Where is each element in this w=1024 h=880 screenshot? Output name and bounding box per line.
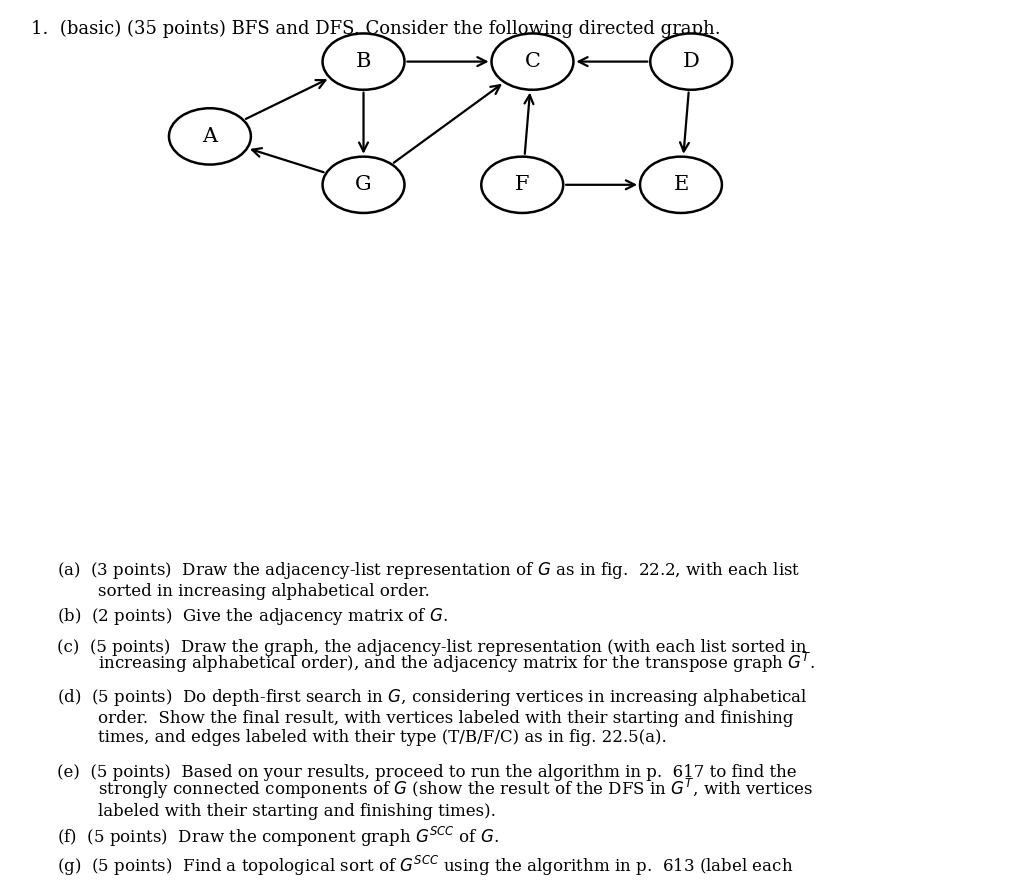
Text: (c)  (5 points)  Draw the graph, the adjacency-list representation (with each li: (c) (5 points) Draw the graph, the adjac… [57, 639, 807, 656]
Text: E: E [674, 175, 688, 194]
Ellipse shape [481, 157, 563, 213]
Text: F: F [515, 175, 529, 194]
Text: sorted in increasing alphabetical order.: sorted in increasing alphabetical order. [98, 583, 430, 600]
Text: labeled with their starting and finishing times).: labeled with their starting and finishin… [98, 803, 497, 820]
Text: (f)  (5 points)  Draw the component graph $G^{SCC}$ of $G$.: (f) (5 points) Draw the component graph … [57, 825, 500, 849]
Text: (a)  (3 points)  Draw the adjacency-list representation of $G$ as in fig.  22.2,: (a) (3 points) Draw the adjacency-list r… [57, 560, 801, 581]
Ellipse shape [492, 33, 573, 90]
Ellipse shape [650, 33, 732, 90]
Text: (d)  (5 points)  Do depth-first search in $G$, considering vertices in increasin: (d) (5 points) Do depth-first search in … [57, 686, 808, 708]
Text: strongly connected components of $G$ (show the result of the DFS in $G^T$, with : strongly connected components of $G$ (sh… [98, 777, 814, 801]
Text: 1.  (basic) (35 points) BFS and DFS. Consider the following directed graph.: 1. (basic) (35 points) BFS and DFS. Cons… [31, 19, 720, 38]
Text: (g)  (5 points)  Find a topological sort of $G^{SCC}$ using the algorithm in p. : (g) (5 points) Find a topological sort o… [57, 854, 794, 878]
Text: G: G [355, 175, 372, 194]
Text: order.  Show the final result, with vertices labeled with their starting and fin: order. Show the final result, with verti… [98, 710, 794, 727]
Text: increasing alphabetical order), and the adjacency matrix for the transpose graph: increasing alphabetical order), and the … [98, 651, 815, 675]
Ellipse shape [640, 157, 722, 213]
Ellipse shape [169, 108, 251, 165]
Text: B: B [355, 52, 372, 71]
Text: A: A [203, 127, 217, 146]
Text: C: C [524, 52, 541, 71]
Text: times, and edges labeled with their type (T/B/F/C) as in fig. 22.5(a).: times, and edges labeled with their type… [98, 730, 667, 746]
Ellipse shape [323, 157, 404, 213]
Text: (e)  (5 points)  Based on your results, proceed to run the algorithm in p.  617 : (e) (5 points) Based on your results, pr… [57, 765, 797, 781]
Ellipse shape [323, 33, 404, 90]
Text: (b)  (2 points)  Give the adjacency matrix of $G$.: (b) (2 points) Give the adjacency matrix… [57, 605, 449, 627]
Text: D: D [683, 52, 699, 71]
